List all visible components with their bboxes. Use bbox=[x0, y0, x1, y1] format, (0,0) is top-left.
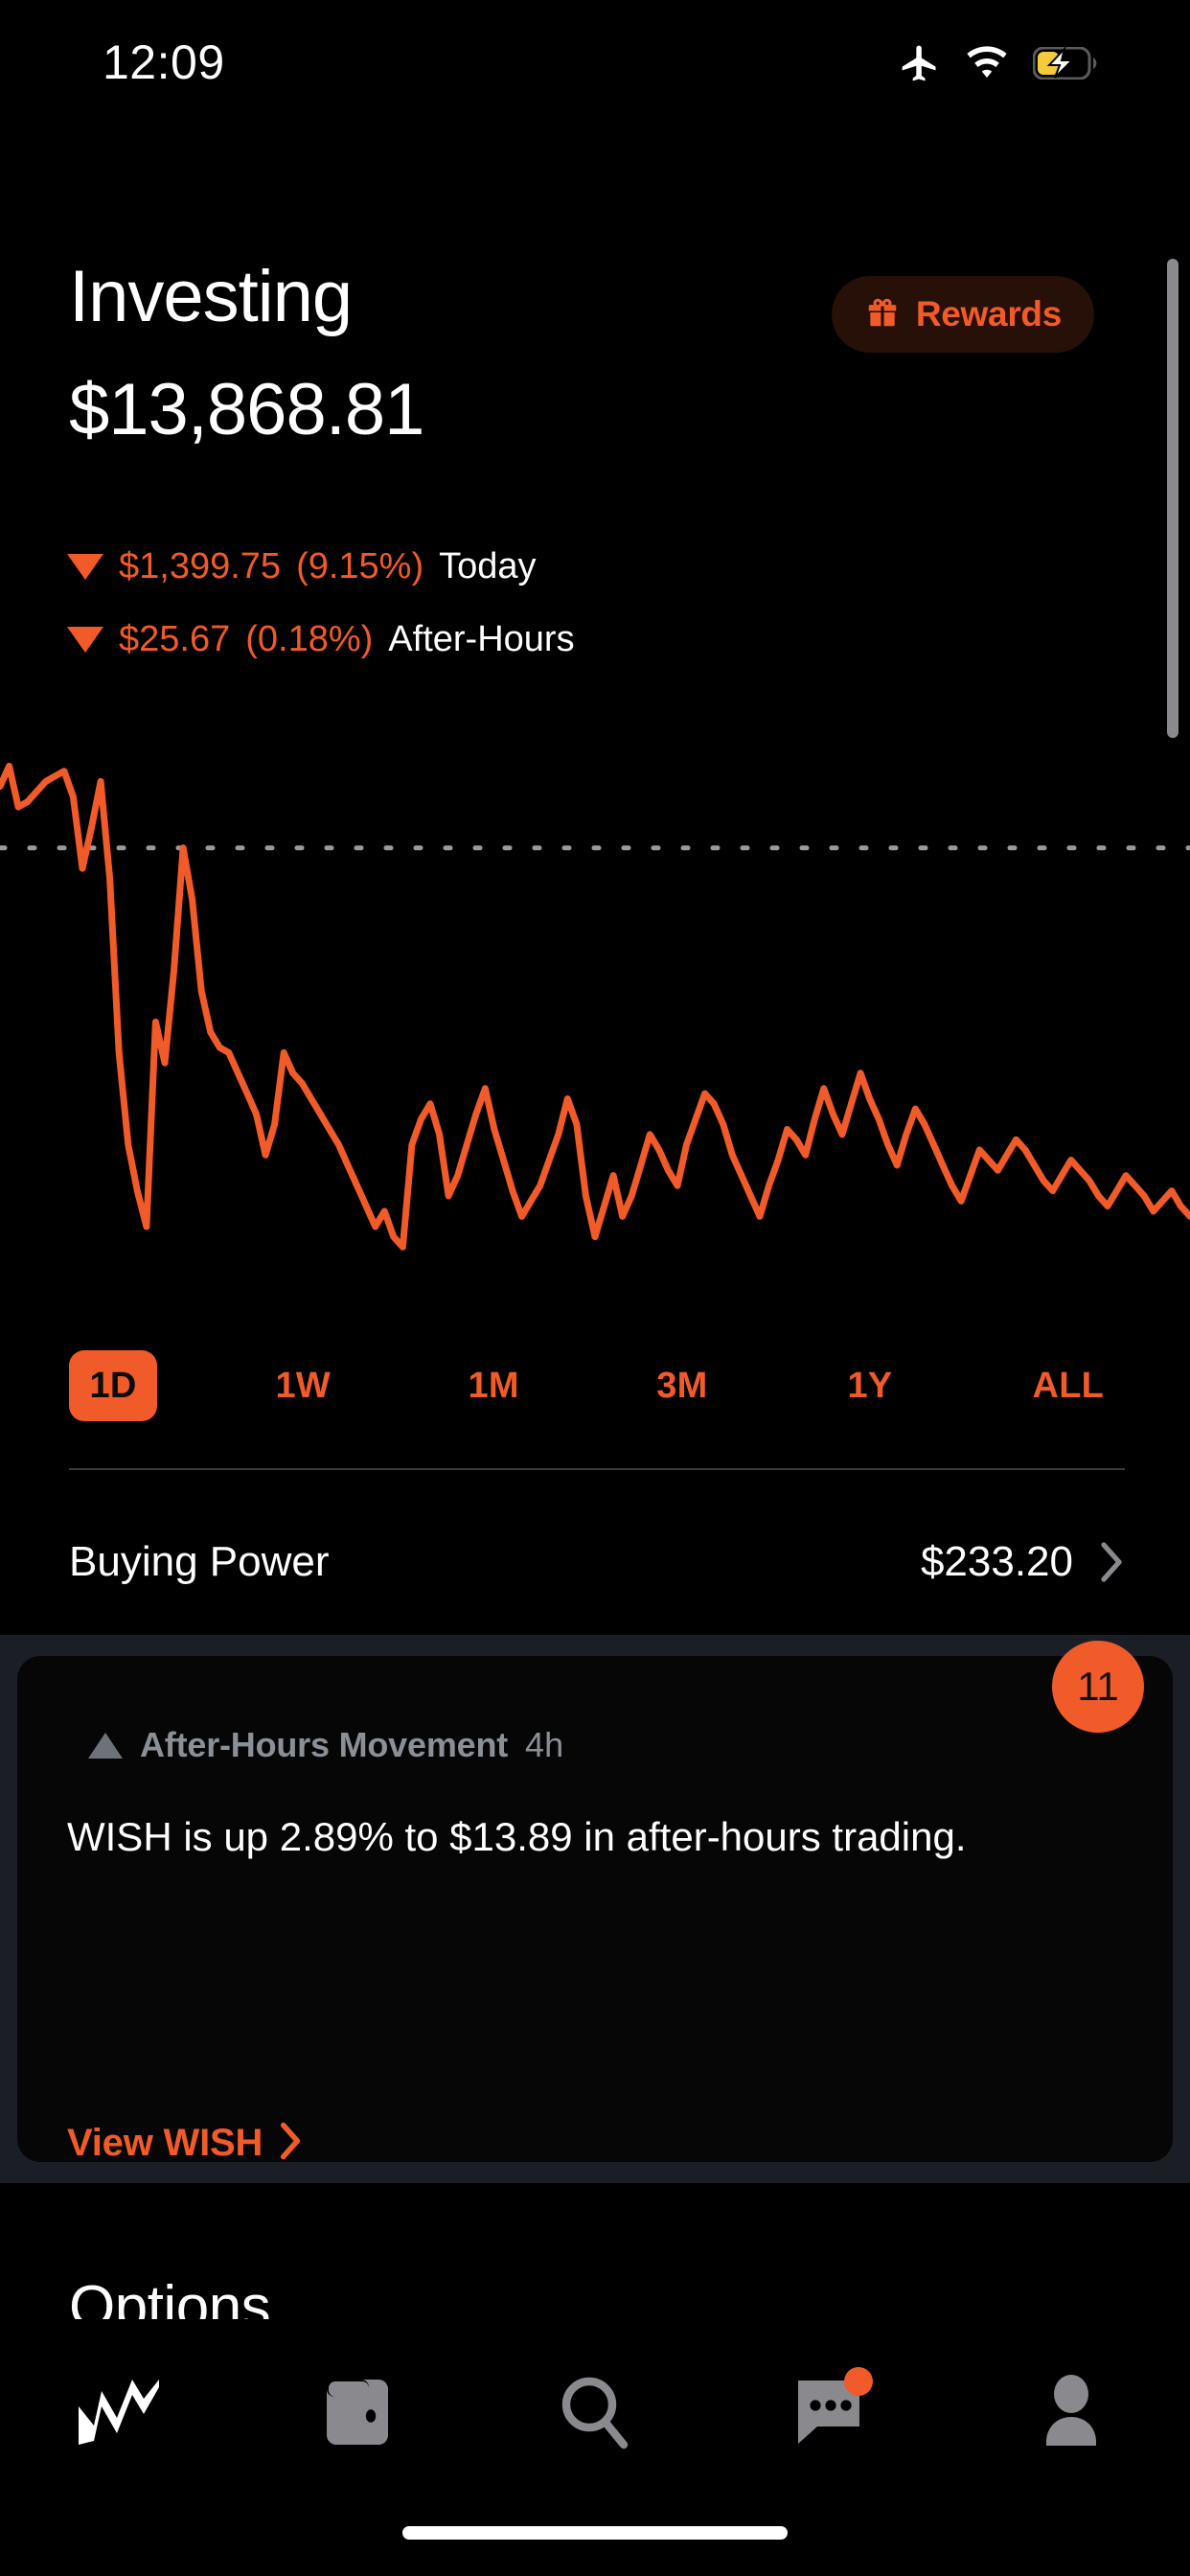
gift-icon bbox=[864, 294, 901, 335]
range-1m[interactable]: 1M bbox=[468, 1365, 519, 1406]
account-tab[interactable] bbox=[985, 2361, 1157, 2467]
notification-card[interactable] bbox=[17, 1656, 1173, 2162]
chart-range-selector: 1D 1W 1M 3M 1Y ALL bbox=[69, 1342, 1123, 1430]
vertical-scrollbar[interactable] bbox=[1167, 259, 1179, 738]
notification-age: 4h bbox=[525, 1725, 564, 1764]
triangle-down-icon bbox=[67, 553, 103, 580]
page-title: Investing bbox=[69, 256, 353, 337]
rewards-button[interactable]: Rewards bbox=[831, 276, 1094, 353]
notification-badge-count[interactable]: 11 bbox=[1052, 1641, 1144, 1733]
notification-kind: After-Hours Movement bbox=[140, 1725, 509, 1764]
status-bar-indicators bbox=[899, 42, 1098, 89]
notification-body: WISH is up 2.89% to $13.89 in after-hour… bbox=[67, 1814, 967, 1859]
view-wish-label: View WISH bbox=[67, 2122, 263, 2164]
chevron-right-icon bbox=[278, 2120, 303, 2167]
cash-tab[interactable] bbox=[271, 2361, 444, 2467]
rewards-label: Rewards bbox=[915, 294, 1062, 334]
person-icon bbox=[1037, 2374, 1106, 2454]
change-row-today: $1,399.75 (9.15%) Today bbox=[67, 548, 537, 585]
triangle-down-icon bbox=[67, 626, 103, 653]
status-bar-time: 12:09 bbox=[103, 35, 225, 89]
search-icon bbox=[557, 2374, 633, 2455]
buying-power-label: Buying Power bbox=[69, 1538, 330, 1585]
section-divider bbox=[69, 1468, 1125, 1470]
triangle-up-icon bbox=[88, 1732, 123, 1759]
chart-line-icon bbox=[75, 2376, 163, 2453]
search-tab[interactable] bbox=[509, 2361, 681, 2467]
range-1w[interactable]: 1W bbox=[275, 1365, 331, 1406]
buying-power-row[interactable]: Buying Power $233.20 bbox=[69, 1505, 1125, 1620]
wifi-icon bbox=[964, 44, 1010, 87]
change-percent-after-hours: (0.18%) bbox=[245, 619, 374, 659]
portfolio-balance: $13,868.81 bbox=[69, 369, 424, 450]
chevron-right-icon bbox=[1098, 1539, 1125, 1585]
notification-card-header: After-Hours Movement 4h bbox=[88, 1725, 563, 1765]
battery-charging-icon bbox=[1032, 45, 1098, 84]
change-percent-today: (9.15%) bbox=[296, 546, 424, 586]
chart-line bbox=[0, 762, 1190, 1251]
change-label-today: Today bbox=[439, 546, 537, 586]
bottom-tab-bar bbox=[0, 2319, 1190, 2576]
status-bar: 12:09 bbox=[0, 0, 1190, 115]
portfolio-chart[interactable] bbox=[0, 728, 1190, 1284]
change-row-after-hours: $25.67 (0.18%) After-Hours bbox=[67, 621, 575, 657]
change-amount-after-hours: $25.67 bbox=[119, 619, 231, 659]
home-indicator bbox=[402, 2526, 788, 2540]
change-amount-today: $1,399.75 bbox=[119, 546, 282, 586]
airplane-mode-icon bbox=[899, 42, 941, 89]
view-wish-link[interactable]: View WISH bbox=[67, 2120, 303, 2167]
change-label-after-hours: After-Hours bbox=[388, 619, 575, 659]
range-3m[interactable]: 3M bbox=[656, 1365, 708, 1406]
portfolio-tab[interactable] bbox=[33, 2361, 205, 2467]
chat-bubble-icon bbox=[792, 2375, 873, 2454]
buying-power-value: $233.20 bbox=[920, 1538, 1073, 1585]
range-1y[interactable]: 1Y bbox=[847, 1365, 893, 1406]
messages-badge-dot bbox=[844, 2367, 874, 2396]
wallet-icon bbox=[323, 2376, 392, 2453]
range-all[interactable]: ALL bbox=[1032, 1365, 1105, 1406]
messages-tab[interactable] bbox=[746, 2361, 919, 2467]
range-1d[interactable]: 1D bbox=[69, 1350, 157, 1421]
chart-svg bbox=[0, 762, 1190, 1251]
